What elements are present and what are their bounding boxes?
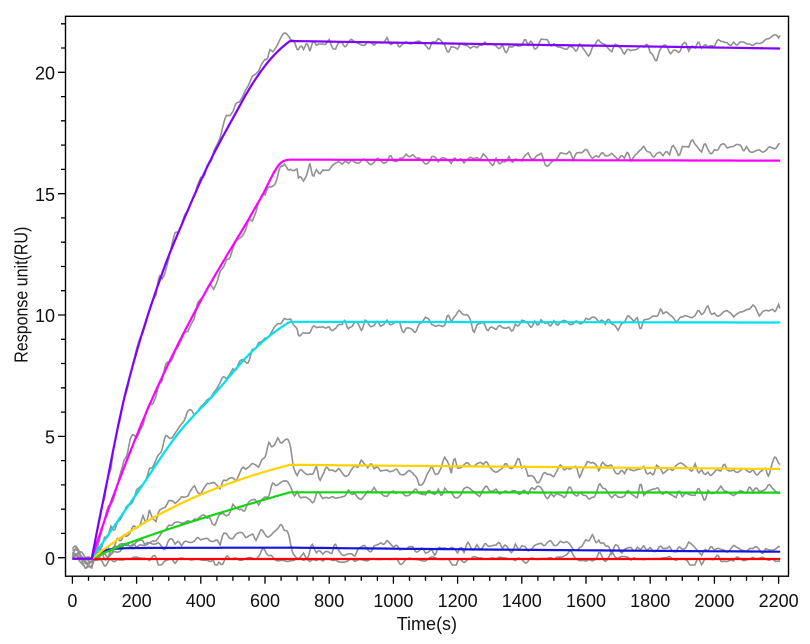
svg-text:400: 400: [186, 591, 216, 611]
svg-text:1000: 1000: [373, 591, 413, 611]
svg-text:1400: 1400: [502, 591, 542, 611]
svg-text:0: 0: [45, 549, 55, 569]
svg-text:2200: 2200: [759, 591, 799, 611]
svg-text:Time(s): Time(s): [397, 614, 457, 634]
svg-text:1200: 1200: [438, 591, 478, 611]
svg-text:20: 20: [35, 64, 55, 84]
svg-text:1600: 1600: [566, 591, 606, 611]
svg-text:15: 15: [35, 185, 55, 205]
svg-text:2000: 2000: [694, 591, 734, 611]
svg-text:200: 200: [122, 591, 152, 611]
svg-text:5: 5: [45, 428, 55, 448]
svg-text:Response unit(RU): Response unit(RU): [12, 227, 32, 363]
svg-text:10: 10: [35, 306, 55, 326]
svg-text:0: 0: [67, 591, 77, 611]
svg-text:1800: 1800: [630, 591, 670, 611]
svg-text:800: 800: [314, 591, 344, 611]
svg-text:600: 600: [250, 591, 280, 611]
